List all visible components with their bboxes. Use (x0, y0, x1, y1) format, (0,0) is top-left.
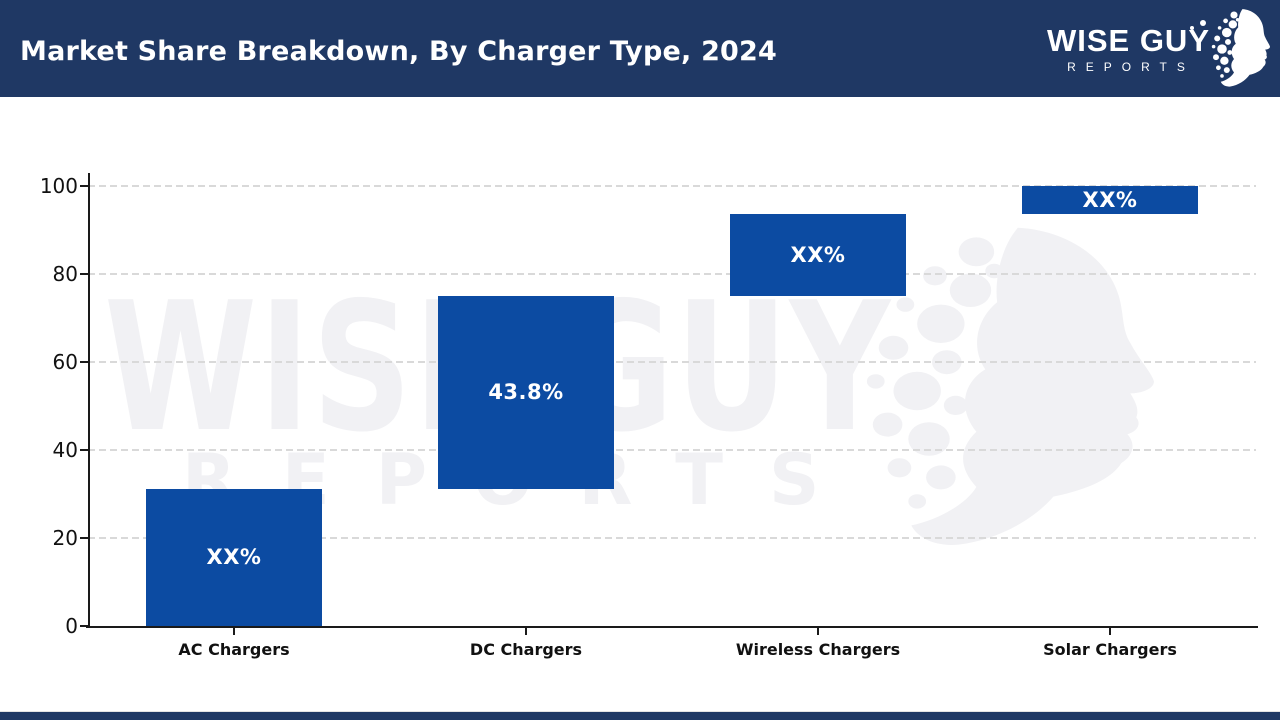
y-tick-label: 100 (39, 174, 78, 198)
gridline-y60 (88, 361, 1256, 363)
bar-solar-chargers: XX% (1022, 186, 1198, 214)
x-category-label: DC Chargers (469, 640, 583, 659)
x-tick-mark (1109, 628, 1111, 635)
y-tick-mark (80, 185, 88, 187)
x-category-label: AC Chargers (178, 640, 290, 659)
bar-wireless-chargers: XX% (730, 213, 906, 296)
y-tick-label: 60 (52, 350, 78, 374)
bar-ac-chargers: XX% (146, 488, 322, 626)
y-tick-mark (80, 625, 88, 627)
bar-dc-chargers: 43.8% (438, 296, 614, 489)
logo-wordmark: WISE GUY REPORTS (1046, 20, 1210, 74)
bar-value-label: 43.8% (488, 380, 564, 405)
y-tick-label: 20 (52, 526, 78, 550)
header: Market Share Breakdown, By Charger Type,… (0, 0, 1280, 97)
wise-guy-face-icon (1211, 9, 1270, 87)
bar-value-label: XX% (206, 545, 262, 570)
bar-value-label: XX% (1082, 187, 1138, 212)
plot: 0 20 40 60 80 100 XX% AC Chargers 43.8% DC Charge… (0, 97, 1280, 712)
wise-guy-logo: WISE GUY REPORTS (1047, 7, 1270, 91)
bar-value-label: XX% (790, 242, 846, 267)
y-tick-label: 80 (52, 262, 78, 286)
x-category-label: Solar Chargers (1043, 640, 1177, 659)
x-category-label: Wireless Chargers (735, 640, 901, 659)
y-axis-line (88, 173, 90, 628)
logo-accent-dot (1200, 20, 1206, 27)
y-tick-label: 40 (52, 438, 78, 462)
logo-accent-dot (1190, 26, 1194, 31)
y-tick-mark (80, 537, 88, 539)
y-tick-mark (80, 273, 88, 275)
logo-wordmark-line1: WISE GUY (1046, 23, 1210, 59)
gridline-y80 (88, 273, 1256, 275)
x-axis-line (86, 626, 1258, 628)
x-tick-mark (233, 628, 235, 635)
y-tick-label: 0 (65, 614, 78, 638)
gridline-y40 (88, 449, 1256, 451)
footer-bar (0, 711, 1280, 720)
y-tick-mark (80, 361, 88, 363)
x-tick-mark (525, 628, 527, 635)
logo-wordmark-line2: REPORTS (1067, 59, 1195, 74)
page-title: Market Share Breakdown, By Charger Type,… (20, 36, 778, 67)
gridline-y100 (88, 185, 1256, 187)
gridline-y20 (88, 537, 1256, 539)
y-tick-mark (80, 449, 88, 451)
x-tick-mark (817, 628, 819, 635)
